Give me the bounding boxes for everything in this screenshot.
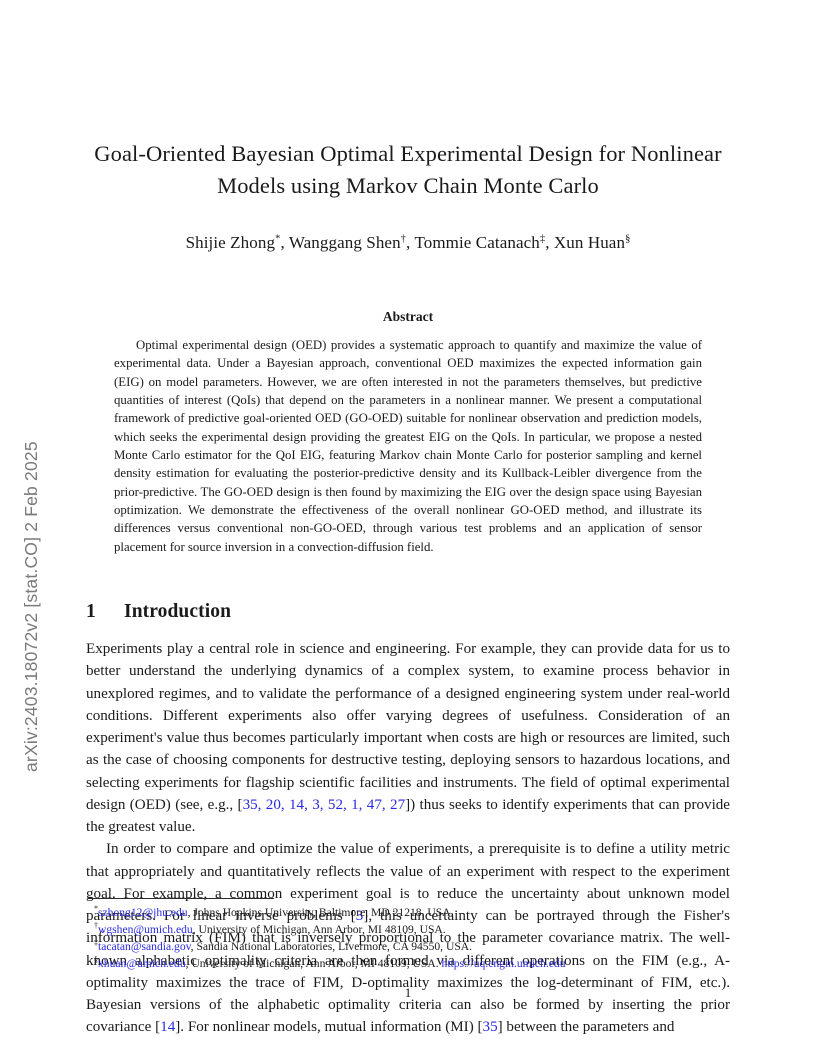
section-title: Introduction: [124, 601, 232, 623]
author-name-4: Xun Huan: [553, 232, 626, 252]
section-number: 1: [86, 601, 96, 623]
footnote-2: †wgshen@umich.edu, University of Michiga…: [88, 921, 728, 938]
arxiv-stamp-text: arXiv:2403.18072v2 [stat.CO] 2 Feb 2025: [20, 441, 41, 772]
footnote-affiliation-3: , Sandia National Laboratories, Livermor…: [190, 940, 473, 954]
page-number: 1: [404, 985, 412, 1000]
author-mark-3[interactable]: ‡: [539, 233, 546, 245]
footnote-3: ‡tacatan@sandia.gov, Sandia National Lab…: [88, 938, 728, 955]
paragraph-2-text-c: ]. For nonlinear models, mutual informat…: [175, 1019, 483, 1036]
footnote-email-1[interactable]: szhong12@jhu.edu: [98, 906, 188, 919]
footnote-email-3[interactable]: tacatan@sandia.gov: [98, 940, 191, 954]
author-mark-1[interactable]: *: [275, 233, 281, 245]
footnote-affiliation-2: , University of Michigan, Ann Arbor, MI …: [192, 923, 446, 937]
author-mark-4[interactable]: §: [625, 233, 631, 245]
author-sep-2: ,: [406, 232, 415, 252]
footnote-mark-2: †: [94, 921, 98, 931]
paragraph-2-text-d: ] between the parameters and: [497, 1019, 675, 1036]
footnote-separator-rule: [88, 898, 274, 899]
footnotes-block: *szhong12@jhu.edu, Johns Hopkins Univers…: [88, 898, 728, 972]
footnote-1: *szhong12@jhu.edu, Johns Hopkins Univers…: [88, 904, 728, 921]
section-heading-introduction: 1 Introduction: [86, 556, 730, 623]
paragraph-2: In order to compare and optimize the val…: [86, 838, 730, 1038]
arxiv-stamp: arXiv:2403.18072v2 [stat.CO] 2 Feb 2025: [0, 0, 62, 1056]
abstract-section: Abstract Optimal experimental design (OE…: [114, 253, 702, 556]
page-title: Goal-Oriented Bayesian Optimal Experimen…: [94, 141, 722, 198]
footnote-affiliation-4: , University of Michigan, Ann Arbor, MI …: [185, 957, 442, 971]
footnote-affiliation-1: , Johns Hopkins University, Baltimore, M…: [187, 906, 454, 919]
abstract-heading: Abstract: [382, 308, 434, 324]
citation-35[interactable]: 35: [482, 1019, 498, 1036]
author-sep-3: ,: [545, 232, 554, 252]
footnote-mark-1: *: [94, 904, 98, 914]
paragraph-1: Experiments play a central role in scien…: [86, 623, 730, 838]
paper-content-column: Goal-Oriented Bayesian Optimal Experimen…: [86, 0, 730, 1056]
footnote-4: §xhuan@umich.edu, University of Michigan…: [88, 955, 728, 972]
paragraph-1-text-a: Experiments play a central role in scien…: [86, 641, 730, 813]
citation-14[interactable]: 14: [160, 1019, 176, 1036]
footnote-mark-3: ‡: [94, 938, 98, 948]
author-mark-2[interactable]: †: [400, 233, 407, 245]
paragraph-1-text-b: ]) thus seeks to identify experiments th…: [86, 796, 731, 836]
citation-group-1[interactable]: 35, 20, 14, 3, 52, 1, 47, 27: [242, 796, 406, 813]
footnote-email-4[interactable]: xhuan@umich.edu: [98, 957, 186, 971]
author-list: Shijie Zhong*, Wanggang Shen†, Tommie Ca…: [86, 202, 730, 253]
author-name-2: Wanggang Shen: [288, 232, 401, 252]
paragraph-2-text-b: ], this uncertainty can be portrayed thr…: [86, 908, 730, 1036]
abstract-text: Optimal experimental design (OED) provid…: [114, 337, 702, 554]
paragraph-2-text-a: In order to compare and optimize the val…: [86, 841, 730, 925]
citation-3[interactable]: 3: [355, 908, 364, 925]
author-name-1: Shijie Zhong: [185, 232, 276, 252]
footnote-email-2[interactable]: wgshen@umich.edu: [98, 923, 193, 937]
footnote-mark-4: §: [94, 955, 98, 965]
footnote-url-4[interactable]: https://uq.engin.umich.edu: [441, 957, 566, 971]
author-sep-1: ,: [280, 232, 289, 252]
author-name-3: Tommie Catanach: [414, 232, 540, 252]
